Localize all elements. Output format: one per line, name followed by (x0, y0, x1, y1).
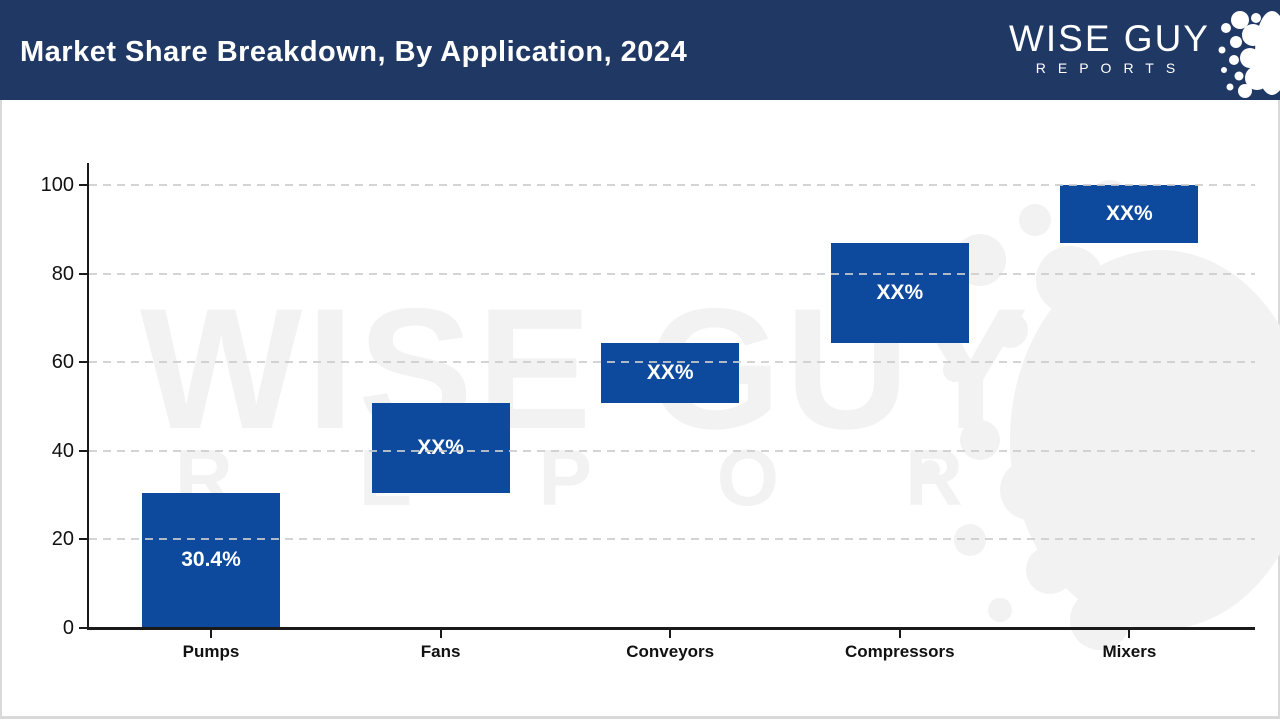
bar-fans (371, 402, 510, 493)
category-label-conveyors: Conveyors (626, 641, 715, 661)
x-axis-tick-mixers (1128, 628, 1131, 638)
gridline-20 (89, 538, 1255, 540)
gridline-40 (89, 449, 1255, 452)
y-axis-label-40: 40 (51, 439, 74, 462)
y-axis-tick-60 (79, 361, 88, 363)
category-label-fans: Fans (420, 641, 461, 661)
x-axis-tick-fans (439, 628, 442, 638)
x-axis-tick-pumps (210, 628, 212, 638)
bar-value-label-conveyors: XX% (646, 360, 694, 384)
page-title: Market Share Breakdown, By Application, … (20, 36, 688, 68)
brand-logo-text: WISE GUY REPORTS (1008, 18, 1210, 77)
bar-value-label-compressors: XX% (876, 280, 924, 304)
category-label-mixers: Mixers (1102, 641, 1157, 661)
y-axis-tick-20 (79, 538, 88, 540)
bar-pumps (142, 492, 280, 628)
gridline-100 (89, 184, 1255, 186)
y-axis-tick-80 (79, 272, 88, 275)
y-axis-label-0: 0 (62, 616, 74, 639)
y-axis-label-20: 20 (51, 528, 74, 550)
bar-mixers (1060, 185, 1199, 243)
header-bar: Market Share Breakdown, By Application, … (0, 0, 1280, 100)
brand-logo-head-icon (1218, 11, 1280, 98)
bar-value-label-mixers: XX% (1106, 201, 1153, 225)
y-axis-label-100: 100 (40, 174, 74, 196)
bar-compressors (830, 242, 969, 343)
bar-value-label-pumps: 30.4% (181, 548, 241, 572)
y-axis-tick-40 (79, 449, 88, 452)
bar-conveyors (601, 342, 740, 403)
x-axis-tick-compressors (898, 628, 901, 638)
brand-logo-reports: REPORTS (1035, 60, 1188, 76)
y-axis-line (87, 162, 89, 630)
y-axis-tick-0 (79, 626, 88, 629)
bar-value-label-fans: XX% (417, 435, 464, 459)
gridline-60 (89, 361, 1255, 363)
brand-logo: WISE GUY REPORTS (1009, 6, 1280, 98)
y-axis-tick-100 (79, 184, 88, 186)
x-axis-line (87, 626, 1255, 630)
chart-plot-area: 0 20 40 60 80 100 30.4% Pumps XX% Fans XX% Conveyor… (0, 100, 1280, 720)
y-axis-label-60: 60 (51, 351, 74, 373)
category-label-compressors: Compressors (844, 641, 955, 661)
gridline-80 (89, 272, 1255, 275)
category-label-pumps: Pumps (182, 641, 240, 661)
brand-logo-wiseguy: WISE GUY (1008, 18, 1210, 59)
watermark-head-dots (920, 180, 1280, 650)
x-axis-tick-conveyors (669, 628, 672, 638)
y-axis-label-80: 80 (51, 262, 74, 285)
